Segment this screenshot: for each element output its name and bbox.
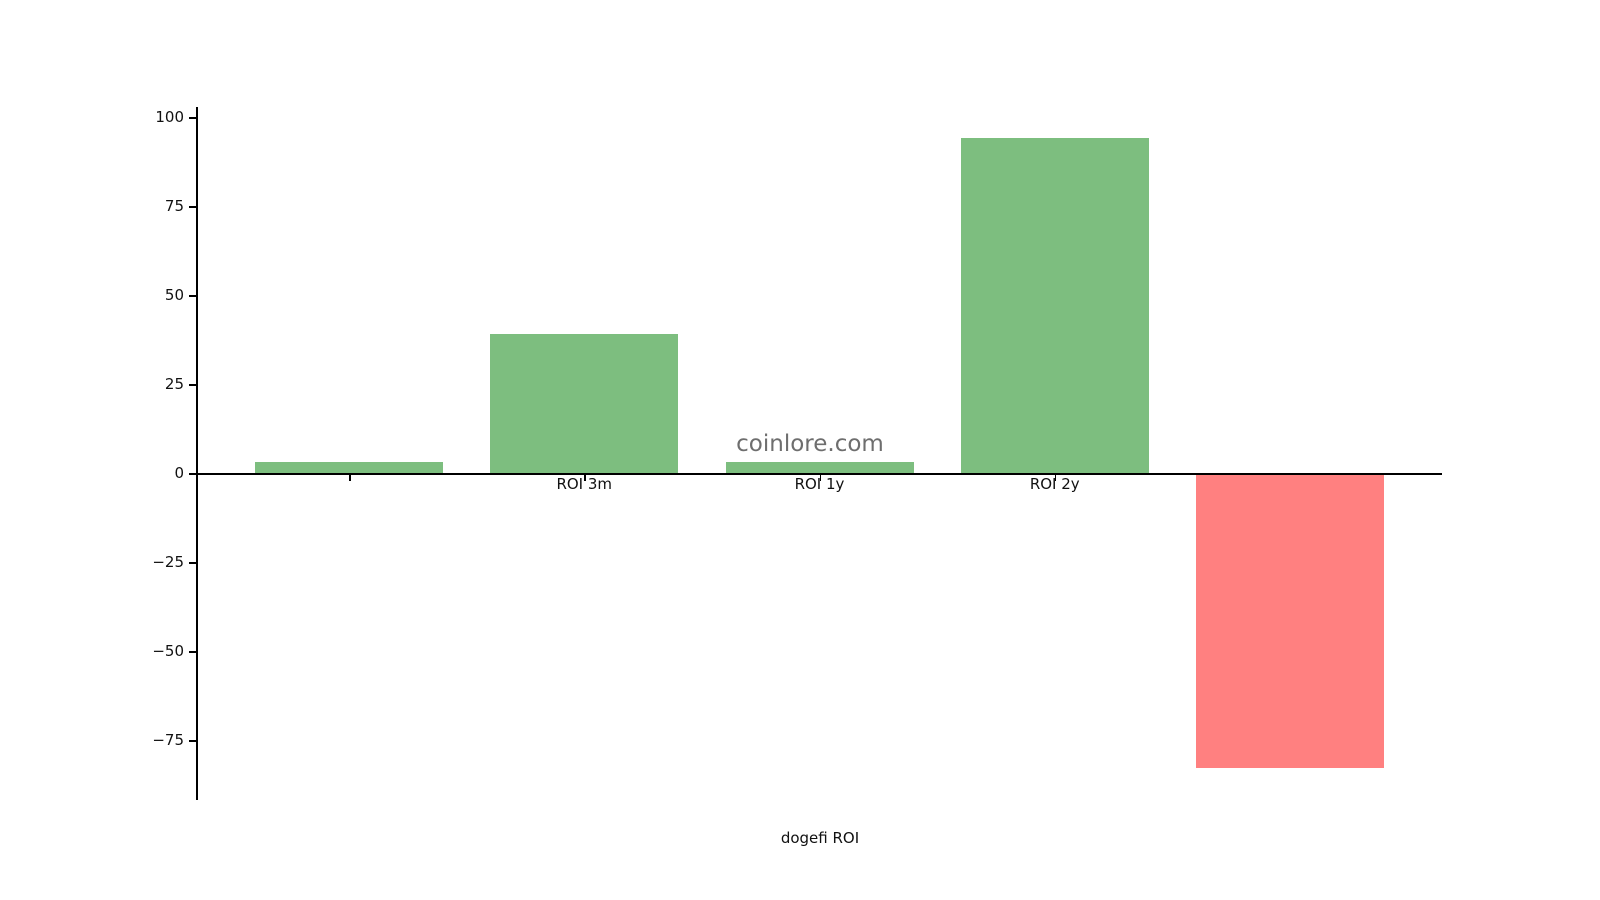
y-tick-label: 25 [164,375,184,393]
y-tick-label: 50 [164,286,184,304]
x-tick-label: ROI 2y [1029,475,1080,493]
y-tick-mark [189,384,196,386]
chart-title: dogefi ROI [780,829,860,847]
y-tick-mark [189,206,196,208]
y-tick-label: 100 [155,108,184,126]
x-tick-mark [349,473,351,481]
y-tick-mark [189,562,196,564]
x-tick-label: ROI 3m [556,475,613,493]
bar-column-5 [1196,473,1384,769]
x-tick-mark [819,473,821,481]
coinlore-watermark: coinlore.com [736,431,884,457]
y-tick-mark [189,117,196,119]
bar-roi-1y [725,462,914,473]
y-axis-spine [196,106,198,801]
x-tick-mark [584,473,586,481]
y-tick-label: 0 [174,464,184,482]
x-tick-label: ROI 1y [794,475,845,493]
y-tick-mark [189,295,196,297]
y-tick-label: 75 [164,197,184,215]
y-tick-mark [189,651,196,653]
x-tick-mark [1054,473,1057,481]
bar-column-1 [255,462,443,473]
y-tick-label: −50 [152,642,184,660]
bar-roi-2y [960,138,1149,473]
y-tick-label: −25 [152,553,184,571]
y-tick-mark [189,473,196,475]
y-tick-label: −75 [152,731,184,749]
bar-roi-3m [490,334,679,473]
y-tick-mark [189,740,196,742]
x-axis-zero-line [196,473,1442,475]
